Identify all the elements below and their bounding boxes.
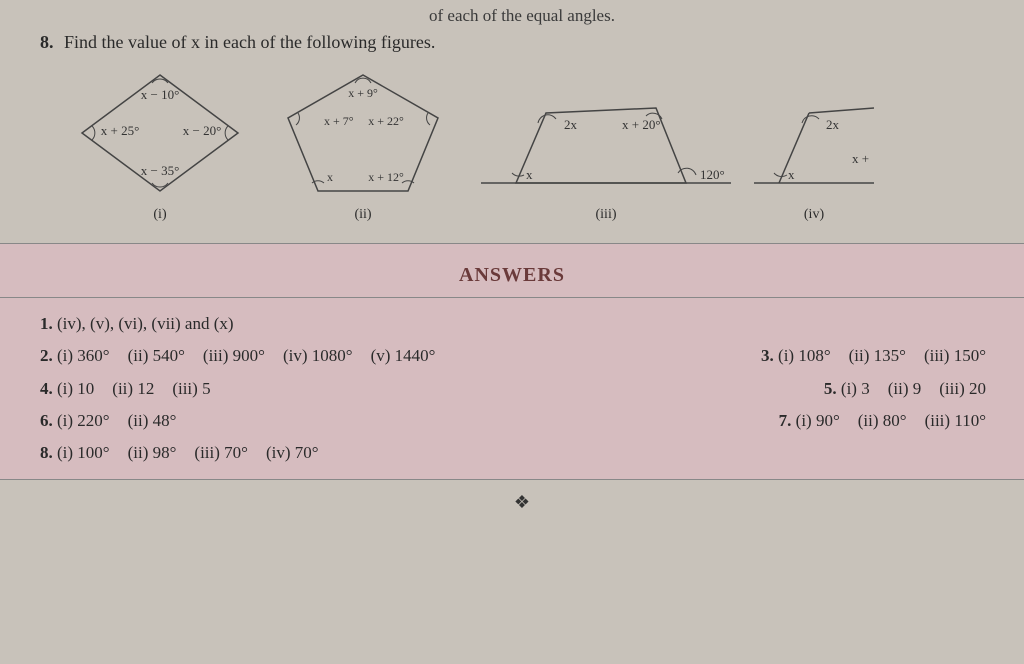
answer-line-1: 1. (iv), (v), (vi), (vii) and (x) <box>40 308 1004 340</box>
ans-7-p1: (ii) 80° <box>858 405 907 437</box>
ans-6-p0: (i) 220° <box>57 411 110 430</box>
fig-ii-angle-0: x + 9° <box>348 86 378 100</box>
figure-iv: 2x x + x (iv) <box>754 83 874 223</box>
answer-line-2-3: 2. (i) 360° (ii) 540° (iii) 900° (iv) 10… <box>40 340 1004 372</box>
fig-iv-angle-1: x + <box>852 151 869 166</box>
figure-iii: 2x x + 20° x 120° (iii) <box>476 83 736 223</box>
answer-line-8: 8. (i) 100° (ii) 98° (iii) 70° (iv) 70° <box>40 437 1004 469</box>
ans-8-p3: (iv) 70° <box>266 437 319 469</box>
fig-i-angle-right: x − 20° <box>183 123 222 138</box>
question-row: 8. Find the value of x in each of the fo… <box>40 32 1004 53</box>
fig-ii-angle-1: x + 7° <box>324 114 354 128</box>
ans-3-p1: (ii) 135° <box>849 340 906 372</box>
fig-ii-angle-4: x + 12° <box>368 170 404 184</box>
fig-ii-angle-3: x <box>327 170 333 184</box>
ans-8-num: 8. <box>40 443 53 462</box>
ans-3-p0: (i) 108° <box>778 346 831 365</box>
figure-i-label: (i) <box>153 207 166 223</box>
figure-ii: x + 9° x + 7° x + 22° x x + 12° (ii) <box>268 63 458 223</box>
fig-iii-angle-0: 2x <box>564 117 578 132</box>
ans-4-p1: (ii) 12 <box>112 373 154 405</box>
ans-6-p1: (ii) 48° <box>128 405 177 437</box>
ans-6-num: 6. <box>40 411 53 430</box>
question-number: 8. <box>40 32 54 52</box>
fig-ii-angle-2: x + 22° <box>368 114 404 128</box>
question-text: Find the value of x in each of the follo… <box>64 32 435 52</box>
ans-7-p2: (iii) 110° <box>925 405 986 437</box>
section-divider-icon: ❖ <box>40 492 1004 513</box>
ans-2-p2: (iii) 900° <box>203 340 265 372</box>
fig-iii-angle-2: x <box>526 167 533 182</box>
figure-iii-label: (iii) <box>596 207 617 223</box>
answers-block: 1. (iv), (v), (vi), (vii) and (x) 2. (i)… <box>0 298 1024 480</box>
ans-4-p2: (iii) 5 <box>172 373 210 405</box>
figure-ii-label: (ii) <box>354 207 371 223</box>
fig-i-angle-left: x + 25° <box>101 123 140 138</box>
ans-2-p0: (i) 360° <box>57 346 110 365</box>
ans-2-p1: (ii) 540° <box>128 340 185 372</box>
figure-iii-svg: 2x x + 20° x 120° <box>476 83 736 203</box>
figure-iv-svg: 2x x + x <box>754 83 874 203</box>
answers-band: ANSWERS <box>0 243 1024 298</box>
ans-5-num: 5. <box>824 379 837 398</box>
fig-iv-angle-0: 2x <box>826 117 840 132</box>
ans-4-num: 4. <box>40 379 53 398</box>
ans-2-p4: (v) 1440° <box>371 340 436 372</box>
top-fragment-text: of each of the equal angles. <box>40 6 1004 26</box>
fig-iii-angle-1: x + 20° <box>622 117 661 132</box>
fig-i-angle-bottom: x − 35° <box>141 163 180 178</box>
ans-1-text: (iv), (v), (vi), (vii) and (x) <box>57 314 234 333</box>
ans-3-p2: (iii) 150° <box>924 340 986 372</box>
ans-5-p0: (i) 3 <box>841 379 870 398</box>
answer-line-4-5: 4. (i) 10 (ii) 12 (iii) 5 5. (i) 3 (ii) … <box>40 373 1004 405</box>
ans-1-num: 1. <box>40 314 53 333</box>
figure-i: x − 10° x + 25° x − 20° x − 35° (i) <box>70 63 250 223</box>
figure-i-svg: x − 10° x + 25° x − 20° x − 35° <box>70 63 250 203</box>
page: of each of the equal angles. 8. Find the… <box>0 0 1024 664</box>
fig-iii-angle-3: 120° <box>700 167 725 182</box>
ans-8-p0: (i) 100° <box>57 443 110 462</box>
ans-8-p2: (iii) 70° <box>194 437 248 469</box>
ans-5-p2: (iii) 20 <box>939 373 986 405</box>
ans-7-num: 7. <box>779 411 792 430</box>
ans-2-num: 2. <box>40 346 53 365</box>
fig-iv-angle-2: x <box>788 167 795 182</box>
figure-iv-label: (iv) <box>804 207 824 223</box>
figure-ii-svg: x + 9° x + 7° x + 22° x x + 12° <box>268 63 458 203</box>
answers-title: ANSWERS <box>459 264 565 286</box>
ans-7-p0: (i) 90° <box>796 411 840 430</box>
ans-5-p1: (ii) 9 <box>888 373 922 405</box>
ans-2-p3: (iv) 1080° <box>283 340 353 372</box>
answer-line-6-7: 6. (i) 220° (ii) 48° 7. (i) 90° (ii) 80°… <box>40 405 1004 437</box>
ans-3-num: 3. <box>761 346 774 365</box>
figures-row: x − 10° x + 25° x − 20° x − 35° (i) x + … <box>70 63 1004 223</box>
ans-4-p0: (i) 10 <box>57 379 94 398</box>
ans-8-p1: (ii) 98° <box>128 437 177 469</box>
fig-i-angle-top: x − 10° <box>141 87 180 102</box>
